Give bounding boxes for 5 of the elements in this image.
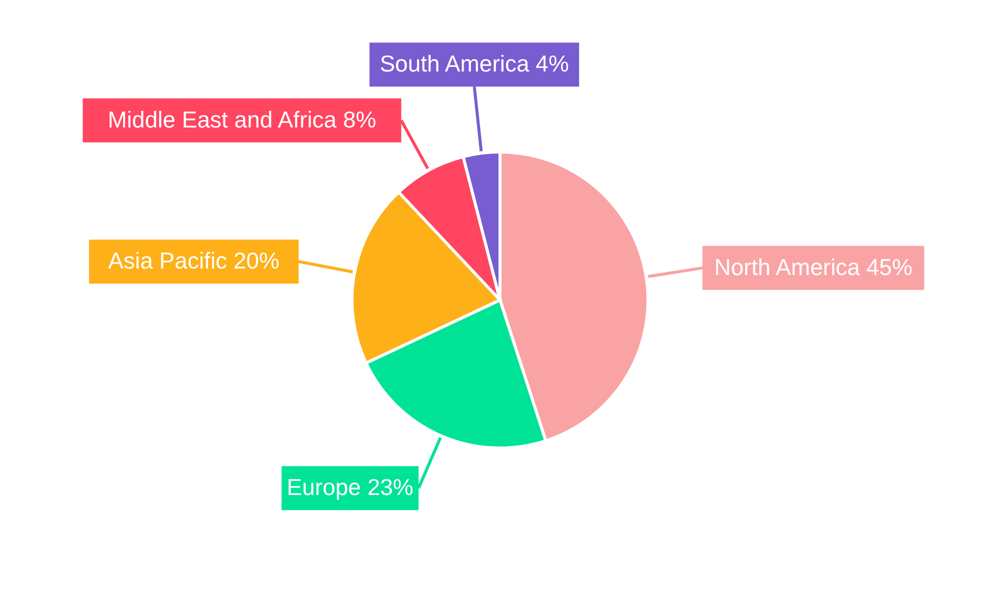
slice-label: Asia Pacific 20% [108,248,280,274]
slice-label: South America 4% [380,50,569,77]
slice-label: Europe 23% [286,474,414,500]
slice-label: North America 45% [714,254,912,280]
slice-label: Middle East and Africa 8% [108,106,376,132]
